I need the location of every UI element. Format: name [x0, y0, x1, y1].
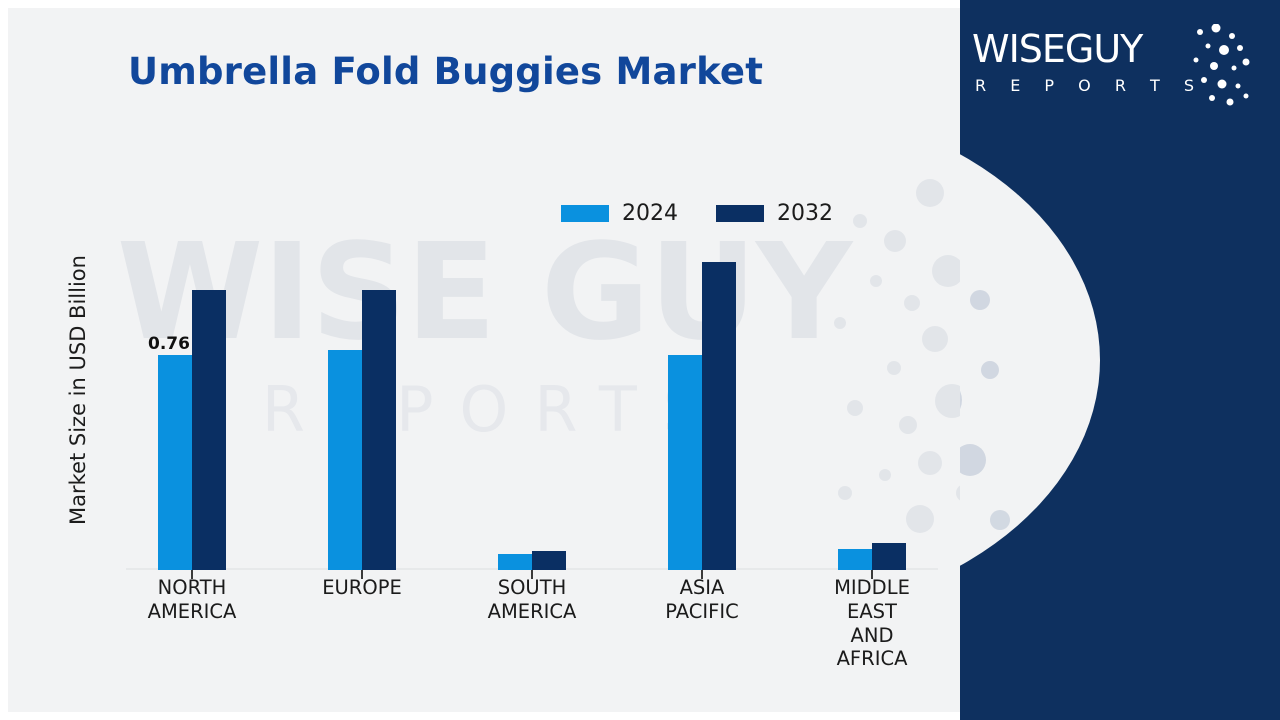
plot-area: 0.76 NORTH AMERICA EUROPE SOUTH AMERICA — [108, 188, 938, 670]
axis-tick-europe — [361, 570, 363, 579]
bar-group-middle-east-and-africa — [827, 188, 917, 579]
bar-2024-middle-east-and-africa[interactable] — [838, 549, 872, 570]
bar-2024-europe[interactable] — [328, 350, 362, 570]
chart-legend: 2024 2032 — [561, 201, 833, 226]
legend-swatch-2024 — [561, 205, 609, 222]
axis-tick-south-america — [531, 570, 533, 579]
y-axis-label: Market Size in USD Billion — [66, 255, 90, 525]
bar-2032-middle-east-and-africa[interactable] — [872, 543, 906, 570]
legend-item-2032[interactable]: 2032 — [716, 201, 833, 226]
category-label-asia-pacific: ASIA PACIFIC — [665, 576, 739, 623]
bar-2024-south-america[interactable] — [498, 554, 532, 570]
legend-item-2024[interactable]: 2024 — [561, 201, 678, 226]
page-title: Umbrella Fold Buggies Market — [128, 50, 764, 93]
bar-2032-europe[interactable] — [362, 290, 396, 570]
bar-2032-north-america[interactable] — [192, 290, 226, 570]
brand-logo-dots-icon — [1193, 24, 1250, 106]
axis-tick-north-america — [191, 570, 193, 579]
legend-label-2032: 2032 — [777, 201, 833, 226]
brand-panel: WISEGUY R E P O R T S — [960, 0, 1280, 720]
bar-value-north-america: 0.76 — [148, 334, 190, 354]
bar-2024-asia-pacific[interactable] — [668, 355, 702, 570]
brand-molecule-pattern — [960, 290, 1010, 530]
brand-logo-subtext: R E P O R T S — [975, 76, 1204, 95]
legend-label-2024: 2024 — [622, 201, 678, 226]
brand-arc-shape — [960, 100, 1100, 620]
bar-2032-south-america[interactable] — [532, 551, 566, 570]
bar-2024-north-america[interactable] — [158, 355, 192, 570]
bar-group-south-america — [487, 188, 577, 579]
category-label-middle-east-and-africa: MIDDLE EAST AND AFRICA — [834, 576, 910, 671]
brand-logo[interactable]: WISEGUY R E P O R T S — [972, 24, 1250, 110]
axis-tick-asia-pacific — [701, 570, 703, 579]
legend-swatch-2032 — [716, 205, 764, 222]
axis-tick-middle-east-and-africa — [871, 570, 873, 579]
bar-group-asia-pacific — [657, 188, 747, 579]
bar-group-europe — [317, 188, 407, 579]
chart-panel: WISE GUY REPORTS Umbrella — [8, 8, 960, 712]
category-label-south-america: SOUTH AMERICA — [487, 576, 577, 623]
bar-group-north-america — [147, 188, 237, 579]
category-label-europe: EUROPE — [322, 576, 402, 599]
category-label-north-america: NORTH AMERICA — [147, 576, 237, 623]
brand-logo-wordmark: WISEGUY — [972, 27, 1143, 71]
bar-2032-asia-pacific[interactable] — [702, 262, 736, 570]
